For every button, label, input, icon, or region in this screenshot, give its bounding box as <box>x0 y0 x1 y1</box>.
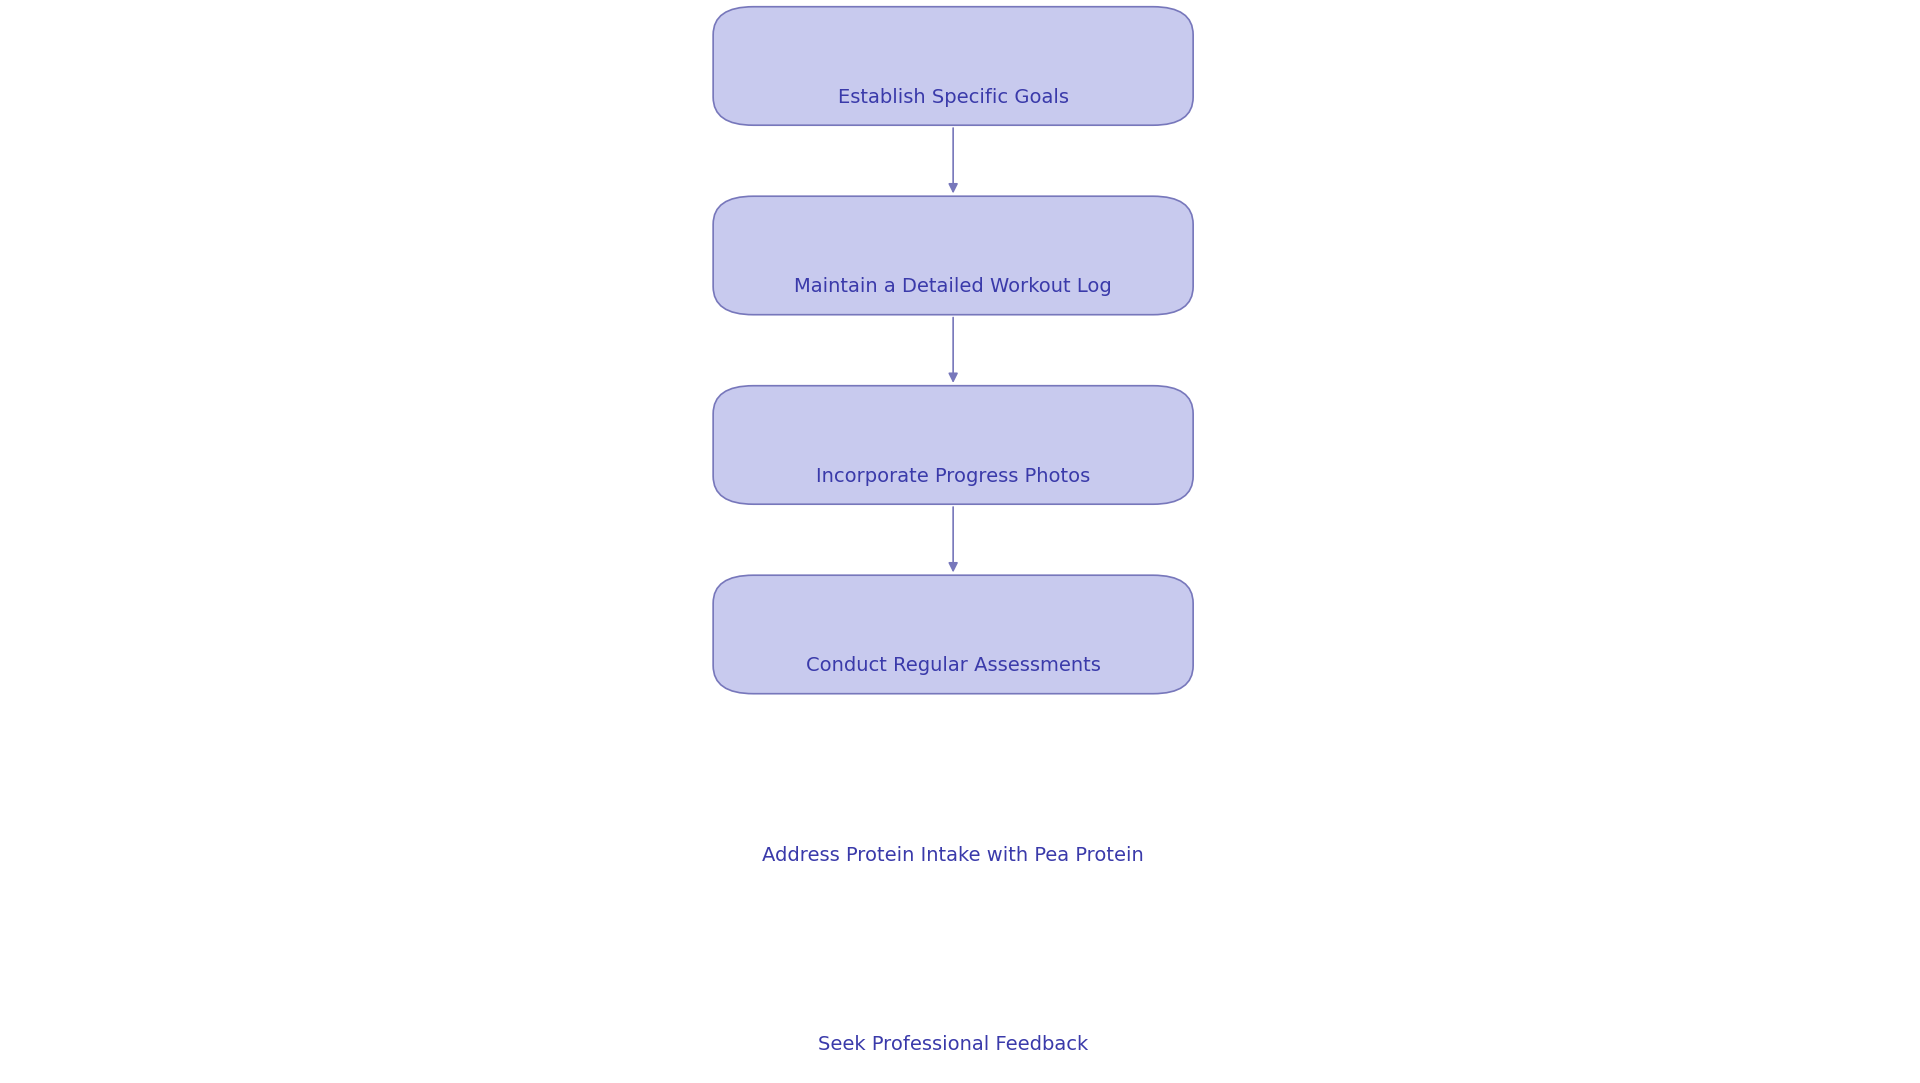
Text: Incorporate Progress Photos: Incorporate Progress Photos <box>816 467 1091 485</box>
Text: Address Protein Intake with Pea Protein: Address Protein Intake with Pea Protein <box>762 846 1144 864</box>
FancyBboxPatch shape <box>712 386 1192 505</box>
Text: Maintain a Detailed Workout Log: Maintain a Detailed Workout Log <box>795 277 1112 296</box>
Text: Conduct Regular Assessments: Conduct Regular Assessments <box>806 656 1100 675</box>
Text: Establish Specific Goals: Establish Specific Goals <box>837 88 1069 106</box>
Text: Seek Professional Feedback: Seek Professional Feedback <box>818 1035 1089 1054</box>
FancyBboxPatch shape <box>712 765 1192 884</box>
FancyBboxPatch shape <box>712 196 1192 315</box>
FancyBboxPatch shape <box>712 575 1192 694</box>
FancyBboxPatch shape <box>712 954 1192 1072</box>
FancyBboxPatch shape <box>712 6 1192 126</box>
